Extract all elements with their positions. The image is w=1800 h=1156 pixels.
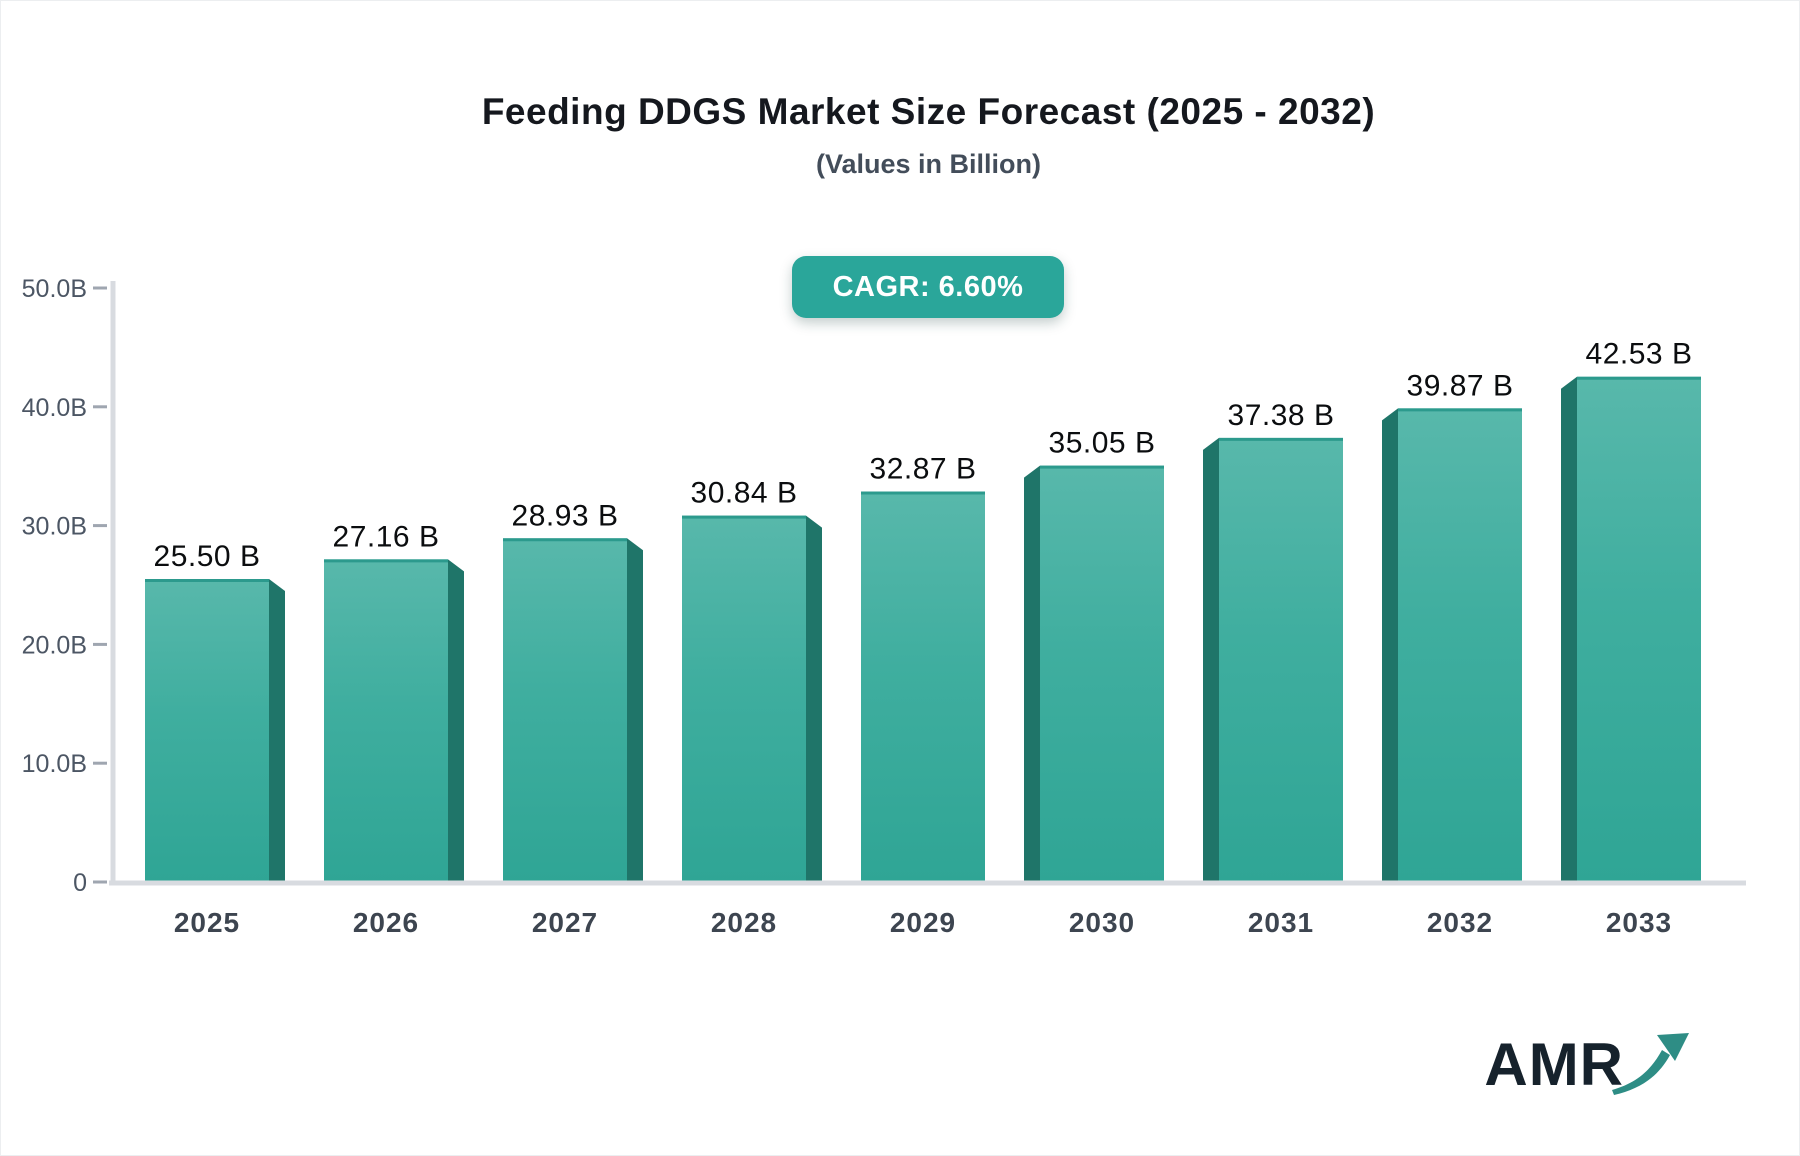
x-tick-label: 2030 [1069, 907, 1135, 938]
bar-side-face [1561, 376, 1577, 881]
bar-value-label: 35.05 B [1049, 427, 1156, 460]
bar [503, 538, 627, 882]
bar-side-face [1024, 465, 1040, 881]
bar-value-label: 42.53 B [1586, 338, 1693, 371]
x-tick-label: 2033 [1606, 907, 1672, 938]
bar [1040, 465, 1164, 882]
x-tick-label: 2026 [353, 907, 419, 938]
y-tick-label: 10.0B [22, 750, 87, 778]
bar [1577, 376, 1701, 882]
chart-title: Feeding DDGS Market Size Forecast (2025 … [481, 91, 1376, 132]
bar-value-label: 25.50 B [154, 540, 261, 573]
bar-side-face [448, 559, 464, 881]
bar-side-face [627, 538, 643, 881]
chart-subtitle: (Values in Billion) [815, 149, 1042, 179]
bar [324, 559, 448, 882]
bar-side-face [269, 579, 285, 881]
cagr-badge: CAGR: 6.60% [792, 256, 1064, 318]
y-tick-label: 20.0B [22, 631, 87, 659]
bar [1219, 437, 1343, 882]
y-tick-label: 40.0B [22, 394, 87, 422]
bar-value-label: 30.84 B [691, 477, 798, 510]
x-tick-label: 2025 [174, 907, 240, 938]
growth-arrow-icon [1612, 1033, 1689, 1095]
chart-header: Feeding DDGS Market Size Forecast (2025 … [113, 91, 1744, 180]
y-tick-label: 30.0B [22, 513, 87, 541]
x-tick-label: 2032 [1427, 907, 1493, 938]
bar-value-label: 27.16 B [333, 520, 440, 553]
bar [145, 579, 269, 882]
bar-value-label: 39.87 B [1407, 369, 1514, 402]
bar-value-label: 37.38 B [1228, 399, 1335, 432]
y-tick-label: 0 [73, 869, 87, 897]
bar-side-face [806, 515, 822, 881]
bar-value-label: 28.93 B [512, 499, 619, 532]
bar [861, 491, 985, 882]
y-tick-label: 50.0B [22, 275, 87, 303]
x-tick-label: 2031 [1248, 907, 1314, 938]
amr-logo-text: AMR [1484, 1031, 1624, 1098]
x-tick-label: 2027 [532, 907, 598, 938]
bar-side-face [1203, 437, 1219, 881]
bar [682, 515, 806, 882]
bar [1398, 408, 1522, 882]
bar-side-face [1382, 408, 1398, 881]
x-tick-label: 2028 [711, 907, 777, 938]
bar-value-label: 32.87 B [870, 453, 977, 486]
amr-logo: AMR [1484, 1031, 1694, 1103]
x-tick-label: 2029 [890, 907, 956, 938]
